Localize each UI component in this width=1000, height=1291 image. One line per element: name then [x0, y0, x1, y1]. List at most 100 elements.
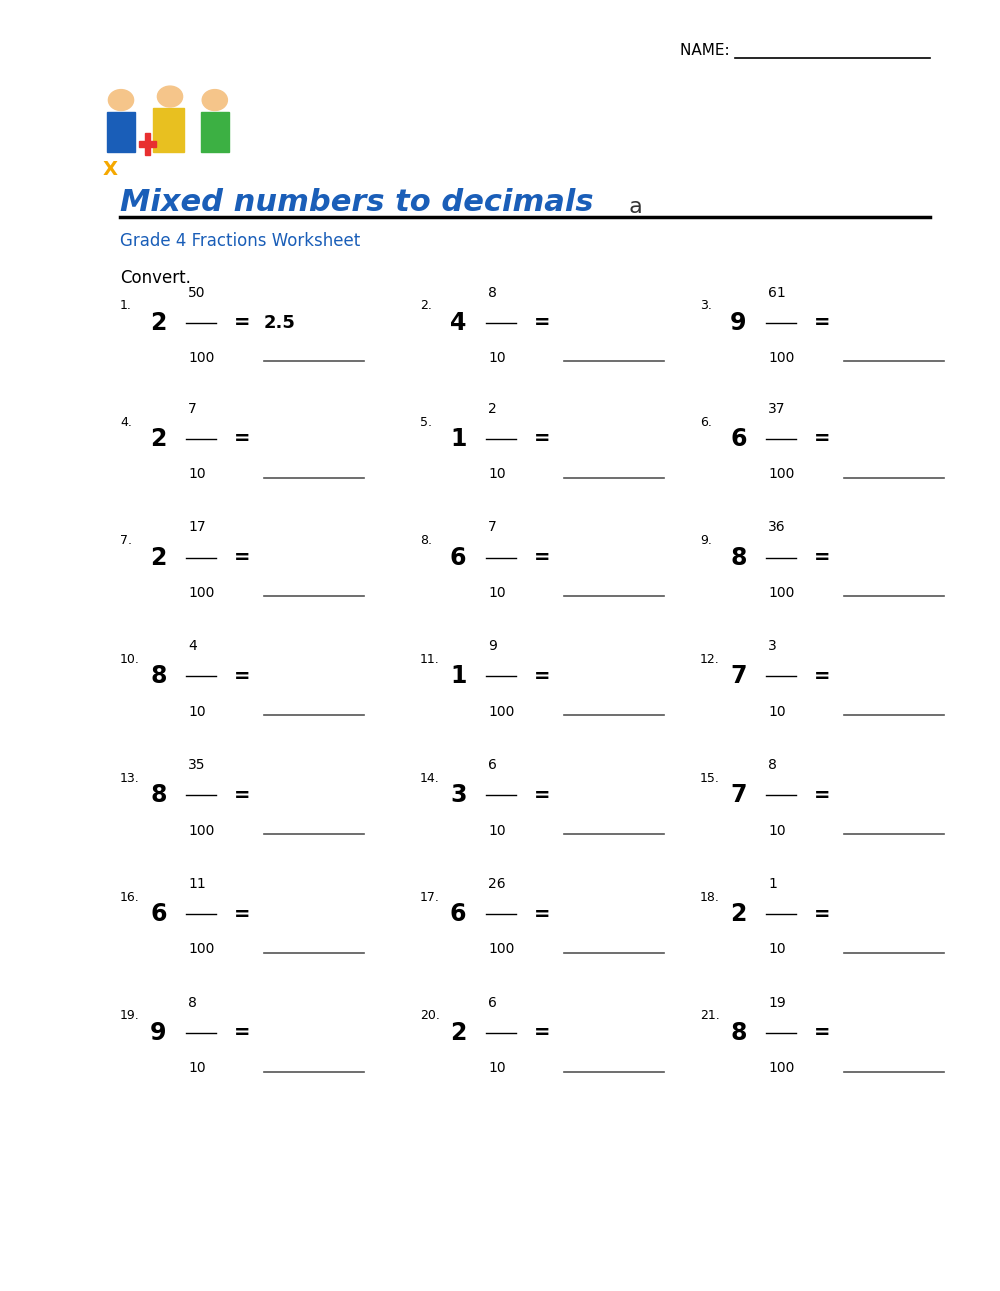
Text: 2.5: 2.5: [264, 314, 296, 332]
Text: =: =: [814, 549, 830, 567]
Text: 6: 6: [450, 902, 466, 926]
Text: =: =: [234, 905, 250, 923]
Text: 50: 50: [188, 285, 206, 300]
Bar: [107, 111, 135, 152]
Text: 2: 2: [150, 311, 166, 334]
Text: 6: 6: [488, 995, 497, 1010]
Text: 100: 100: [188, 586, 214, 600]
Text: 6: 6: [488, 758, 497, 772]
Text: =: =: [534, 1024, 550, 1042]
Text: 6: 6: [150, 902, 166, 926]
Text: 15.: 15.: [700, 772, 720, 785]
Text: 26: 26: [488, 877, 506, 891]
Text: 36: 36: [768, 520, 786, 534]
Text: =: =: [534, 905, 550, 923]
Text: 9.: 9.: [700, 534, 712, 547]
Text: =: =: [234, 1024, 250, 1042]
Text: a: a: [622, 198, 643, 217]
Text: 2: 2: [150, 546, 166, 569]
Text: 1: 1: [768, 877, 777, 891]
Text: 100: 100: [488, 705, 514, 719]
Text: 7: 7: [488, 520, 497, 534]
Text: 8: 8: [188, 995, 197, 1010]
Text: 61: 61: [768, 285, 786, 300]
Text: 8: 8: [768, 758, 777, 772]
Text: 8: 8: [730, 1021, 746, 1044]
Text: 100: 100: [488, 942, 514, 957]
Text: 2.: 2.: [420, 300, 432, 312]
Text: 6: 6: [450, 546, 466, 569]
Text: =: =: [814, 905, 830, 923]
Bar: [201, 111, 229, 152]
Text: 10: 10: [488, 1061, 506, 1075]
Text: 7: 7: [730, 784, 746, 807]
Circle shape: [202, 89, 227, 111]
Text: 100: 100: [768, 1061, 794, 1075]
Text: =: =: [234, 314, 250, 332]
Text: 19: 19: [768, 995, 786, 1010]
Text: Mixed numbers to decimals: Mixed numbers to decimals: [120, 188, 594, 217]
Text: 100: 100: [188, 824, 214, 838]
Text: =: =: [814, 1024, 830, 1042]
Text: 12.: 12.: [700, 653, 720, 666]
Circle shape: [108, 89, 134, 111]
Text: =: =: [534, 667, 550, 686]
Text: =: =: [814, 786, 830, 804]
Text: 17.: 17.: [420, 891, 440, 904]
Text: 4: 4: [188, 639, 197, 653]
Text: 10: 10: [188, 467, 206, 482]
Text: 100: 100: [188, 351, 214, 365]
Text: =: =: [234, 430, 250, 448]
Text: 100: 100: [768, 586, 794, 600]
Text: 100: 100: [188, 942, 214, 957]
Text: =: =: [534, 786, 550, 804]
Text: Convert.: Convert.: [120, 269, 191, 287]
Text: 1.: 1.: [120, 300, 132, 312]
Text: 2: 2: [450, 1021, 466, 1044]
Text: 1: 1: [450, 665, 466, 688]
Text: 18.: 18.: [700, 891, 720, 904]
Text: 9: 9: [730, 311, 746, 334]
Text: =: =: [234, 667, 250, 686]
Text: 10: 10: [188, 1061, 206, 1075]
Text: 2: 2: [150, 427, 166, 451]
Text: 9: 9: [488, 639, 497, 653]
Text: 1: 1: [450, 427, 466, 451]
Text: 2: 2: [730, 902, 746, 926]
Bar: [145, 133, 150, 155]
Text: 3.: 3.: [700, 300, 712, 312]
Bar: [153, 108, 184, 152]
Text: 20.: 20.: [420, 1010, 440, 1022]
Text: 19.: 19.: [120, 1010, 140, 1022]
Text: 8: 8: [150, 784, 166, 807]
Text: 10: 10: [768, 824, 786, 838]
Text: 100: 100: [768, 351, 794, 365]
Text: 3: 3: [450, 784, 466, 807]
Text: 7.: 7.: [120, 534, 132, 547]
Text: =: =: [814, 430, 830, 448]
Text: 10: 10: [488, 467, 506, 482]
Text: 7: 7: [730, 665, 746, 688]
Text: 35: 35: [188, 758, 206, 772]
Text: 5.: 5.: [420, 416, 432, 429]
Text: =: =: [534, 430, 550, 448]
Text: 3: 3: [768, 639, 777, 653]
Text: 9: 9: [150, 1021, 166, 1044]
Text: NAME:: NAME:: [680, 43, 734, 58]
Text: 11.: 11.: [420, 653, 440, 666]
Text: 8.: 8.: [420, 534, 432, 547]
Text: 11: 11: [188, 877, 206, 891]
Text: Grade 4 Fractions Worksheet: Grade 4 Fractions Worksheet: [120, 232, 360, 250]
Text: 37: 37: [768, 402, 786, 416]
Text: 10: 10: [488, 586, 506, 600]
Text: 10: 10: [488, 824, 506, 838]
Text: 13.: 13.: [120, 772, 140, 785]
Text: 14.: 14.: [420, 772, 440, 785]
Text: 16.: 16.: [120, 891, 140, 904]
Text: 8: 8: [150, 665, 166, 688]
Text: 100: 100: [768, 467, 794, 482]
Text: =: =: [814, 314, 830, 332]
Text: 8: 8: [488, 285, 497, 300]
Text: 2: 2: [488, 402, 497, 416]
Text: 10: 10: [768, 705, 786, 719]
